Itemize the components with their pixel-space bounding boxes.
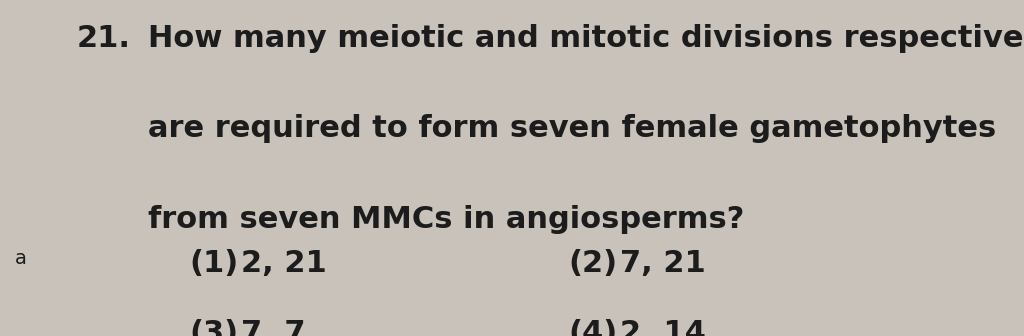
Text: (3): (3) xyxy=(189,319,239,336)
Text: 2, 14: 2, 14 xyxy=(620,319,706,336)
Text: a: a xyxy=(15,249,28,268)
Text: 21.: 21. xyxy=(77,24,131,52)
Text: from seven MMCs in angiosperms?: from seven MMCs in angiosperms? xyxy=(148,205,744,234)
Text: (2): (2) xyxy=(568,249,617,278)
Text: How many meiotic and mitotic divisions respectively: How many meiotic and mitotic divisions r… xyxy=(148,24,1024,52)
Text: (4): (4) xyxy=(568,319,617,336)
Text: 2, 21: 2, 21 xyxy=(241,249,327,278)
Text: are required to form seven female gametophytes: are required to form seven female gameto… xyxy=(148,114,996,143)
Text: (1): (1) xyxy=(189,249,239,278)
Text: 7, 21: 7, 21 xyxy=(620,249,706,278)
Text: 7, 7: 7, 7 xyxy=(241,319,305,336)
